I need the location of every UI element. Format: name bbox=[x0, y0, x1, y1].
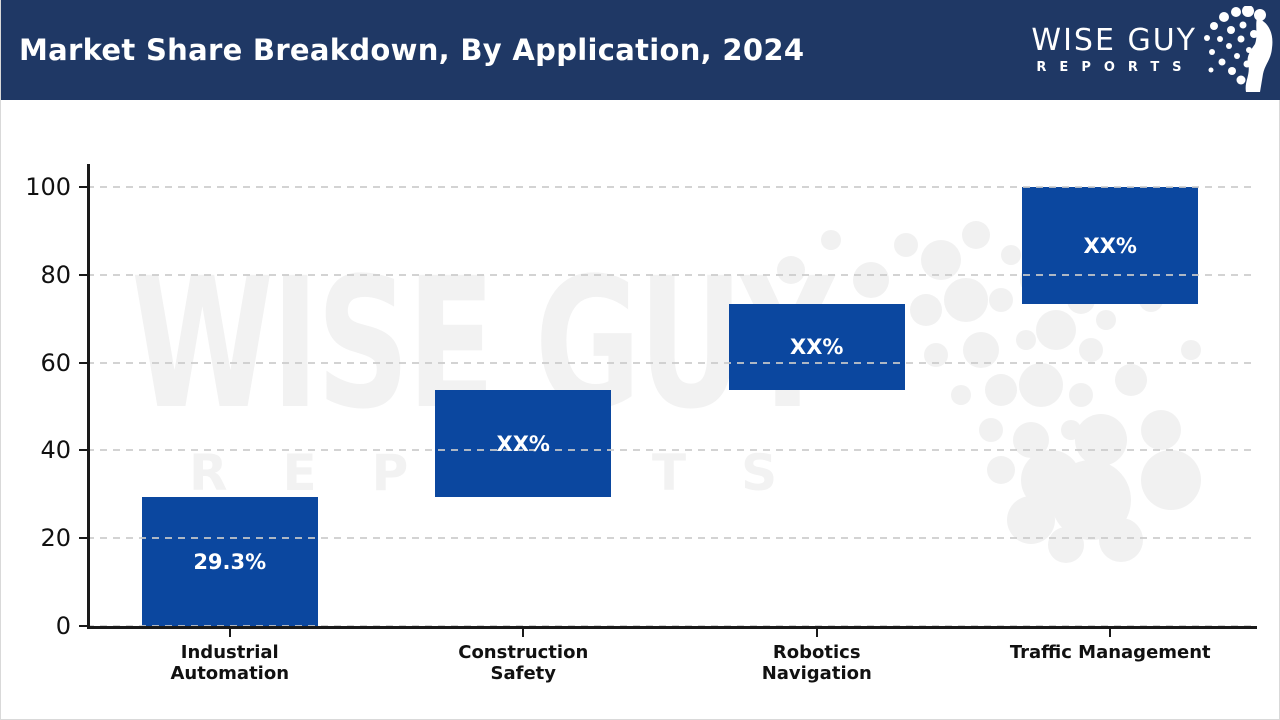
gridline-40 bbox=[87, 449, 1257, 452]
chart-area: WISE GUY REPORTS 02040608010029.3%Indust… bbox=[1, 100, 1280, 720]
brand-logo: WISE GUY REPORTS bbox=[1031, 6, 1273, 94]
bar-value-label-traffic-management: XX% bbox=[1083, 233, 1137, 258]
brand-text: WISE GUY REPORTS bbox=[1031, 25, 1197, 75]
y-tickmark-80 bbox=[79, 273, 87, 276]
x-category-label-robotics-navigation: Robotics Navigation bbox=[761, 642, 872, 684]
y-tickmark-100 bbox=[79, 186, 87, 188]
gridline-80 bbox=[87, 273, 1257, 276]
x-tickmark-robotics-navigation bbox=[815, 629, 818, 637]
x-tickmark-industrial-automation bbox=[228, 629, 231, 637]
bar-value-label-construction-safety: XX% bbox=[496, 431, 550, 456]
plot-area: 0 20 40 60 80 100 29.3% Industrial Automation XX… bbox=[1, 100, 1280, 720]
x-category-label-industrial-automation: Industrial Automation bbox=[170, 642, 290, 684]
y-tickmark-60 bbox=[79, 361, 87, 364]
x-tickmark-traffic-management bbox=[1109, 629, 1112, 637]
y-tick-label-100: 100 bbox=[25, 173, 71, 201]
header: Market Share Breakdown, By Application, … bbox=[1, 0, 1280, 100]
y-tick-label-40: 40 bbox=[40, 436, 71, 465]
brand-tagline: REPORTS bbox=[1036, 59, 1195, 75]
page-title: Market Share Breakdown, By Application, … bbox=[19, 33, 805, 67]
x-category-label-traffic-management: Traffic Management bbox=[1009, 642, 1211, 663]
bar-industrial-automation bbox=[141, 497, 318, 626]
x-category-label-construction-safety: Construction Safety bbox=[458, 642, 589, 684]
y-tick-label-60: 60 bbox=[40, 348, 71, 377]
gridline-100 bbox=[87, 186, 1257, 188]
y-tickmark-20 bbox=[79, 537, 87, 540]
brand-face-icon bbox=[1204, 6, 1273, 92]
y-tick-label-80: 80 bbox=[40, 260, 71, 289]
x-axis-spine bbox=[87, 626, 1257, 629]
gridline-60 bbox=[87, 361, 1257, 364]
y-tickmark-40 bbox=[79, 449, 87, 452]
brand-name: WISE GUY bbox=[1031, 23, 1197, 59]
y-tick-label-0: 0 bbox=[55, 612, 71, 640]
gridline-20 bbox=[87, 537, 1257, 540]
bar-robotics-navigation bbox=[728, 304, 905, 390]
y-axis-spine bbox=[87, 164, 90, 629]
bar-value-label-industrial-automation: 29.3% bbox=[193, 549, 267, 574]
bar-traffic-management bbox=[1022, 187, 1199, 305]
bar-construction-safety bbox=[435, 389, 612, 498]
x-tickmark-construction-safety bbox=[522, 629, 525, 637]
y-tickmark-0 bbox=[79, 625, 87, 627]
bar-value-label-robotics-navigation: XX% bbox=[790, 335, 844, 359]
y-tick-label-20: 20 bbox=[40, 524, 71, 553]
